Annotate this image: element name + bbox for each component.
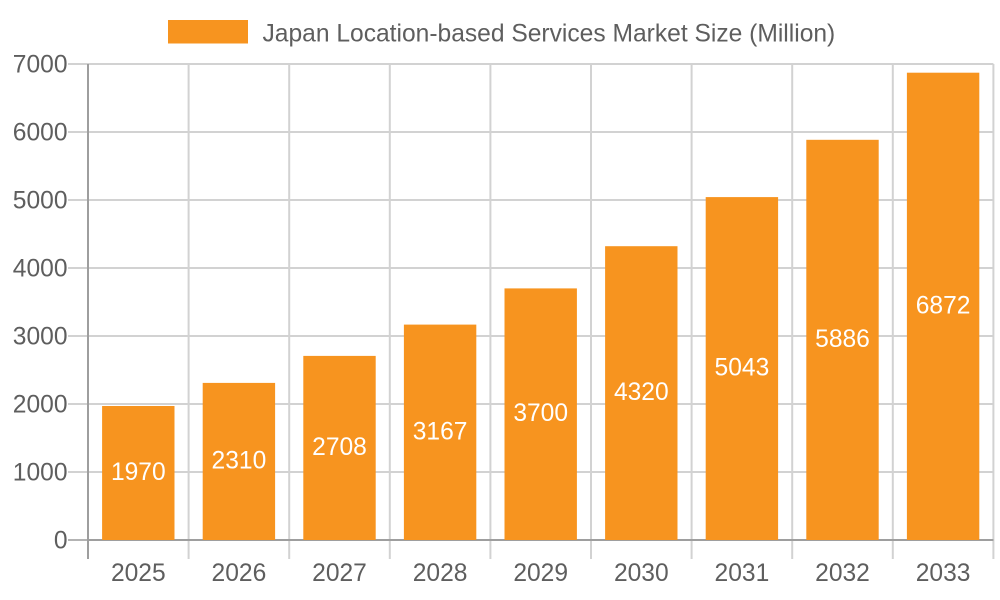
svg-text:3000: 3000 [13,323,68,350]
svg-text:2031: 2031 [715,560,770,587]
svg-text:1000: 1000 [13,459,68,486]
svg-text:3700: 3700 [513,400,568,427]
svg-text:0: 0 [54,527,68,554]
svg-text:2708: 2708 [312,434,367,461]
svg-text:4320: 4320 [614,379,669,406]
svg-text:6000: 6000 [13,119,68,146]
svg-text:2029: 2029 [513,560,568,587]
svg-text:4000: 4000 [13,255,68,282]
svg-text:2000: 2000 [13,391,68,418]
svg-text:3167: 3167 [413,418,468,445]
svg-text:5043: 5043 [715,355,770,382]
svg-text:2310: 2310 [212,448,267,475]
svg-text:5000: 5000 [13,187,68,214]
svg-text:2030: 2030 [614,560,669,587]
svg-text:2027: 2027 [312,560,367,587]
svg-text:7000: 7000 [13,51,68,78]
svg-text:2026: 2026 [212,560,267,587]
svg-text:2032: 2032 [815,560,870,587]
svg-text:5886: 5886 [815,326,870,353]
svg-text:Japan Location-based Services: Japan Location-based Services Market Siz… [263,21,836,48]
svg-text:1970: 1970 [111,459,166,486]
svg-text:2033: 2033 [916,560,971,587]
svg-text:2028: 2028 [413,560,468,587]
svg-text:2025: 2025 [111,560,166,587]
svg-text:6872: 6872 [916,292,971,319]
